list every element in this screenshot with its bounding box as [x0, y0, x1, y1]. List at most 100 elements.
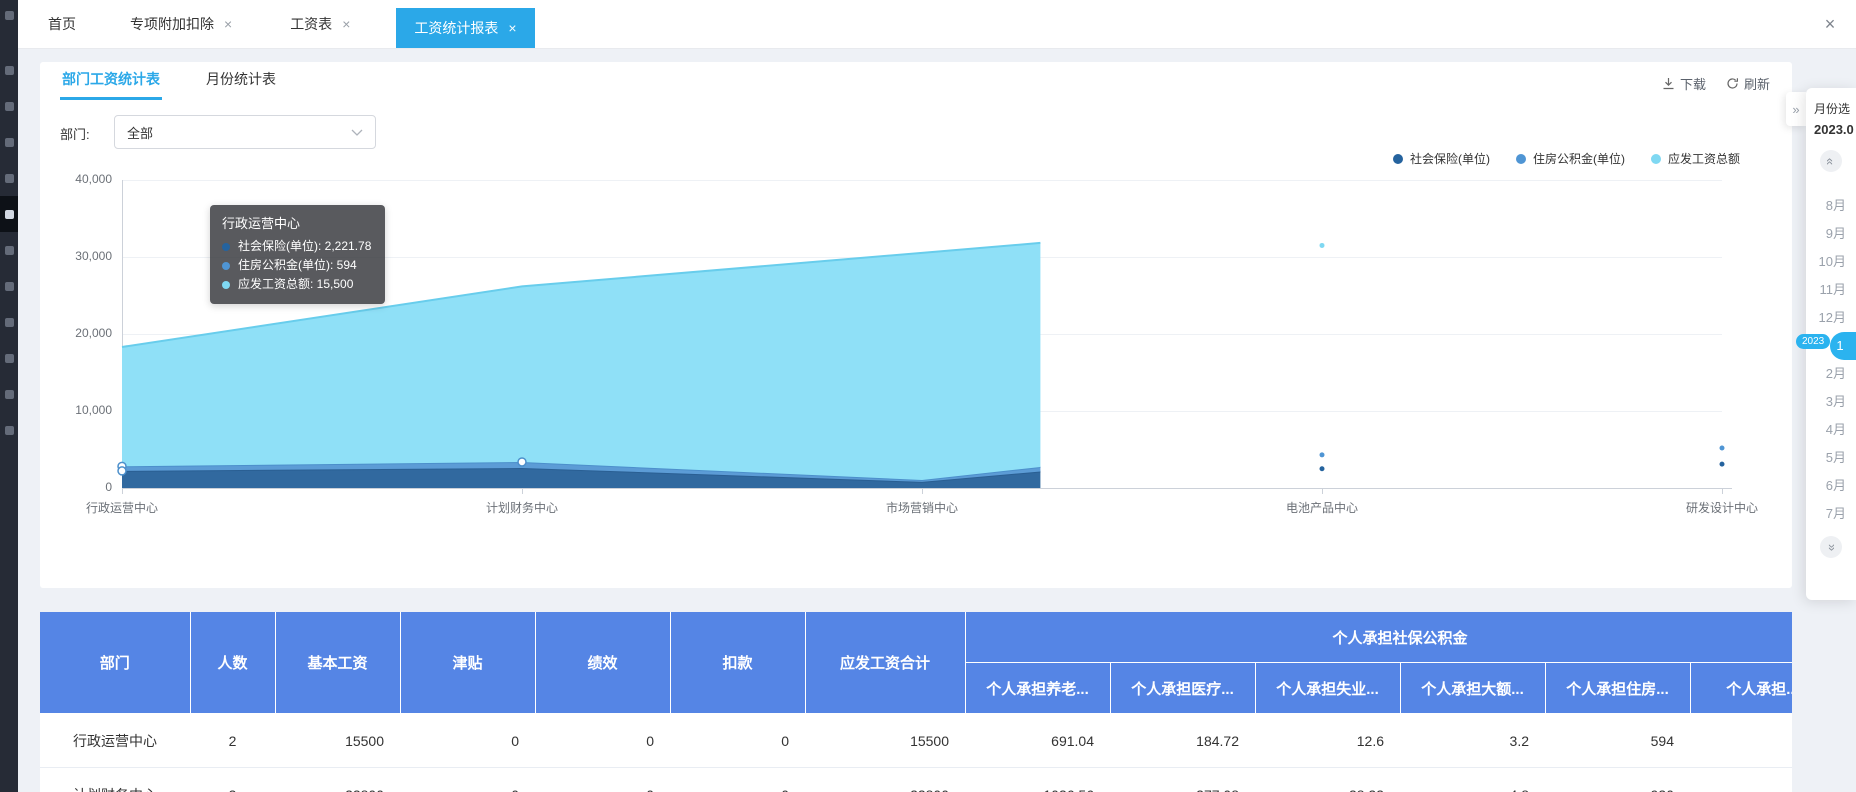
- subtab-department-stats[interactable]: 部门工资统计表: [60, 62, 162, 100]
- legend-item-gross-salary[interactable]: 应发工资总额: [1650, 150, 1740, 167]
- tab-close-icon[interactable]: ×: [508, 20, 517, 36]
- legend-label: 应发工资总额: [1667, 152, 1740, 166]
- close-all-tabs-icon[interactable]: ×: [1824, 13, 1836, 34]
- table-header-row: 部门 人数 基本工资 津贴 绩效 扣款 应发工资合计 个人承担社保公积金: [40, 612, 1792, 714]
- module-icon: [4, 65, 14, 75]
- tab-label: 专项附加扣除: [130, 16, 214, 32]
- y-axis-line: [122, 180, 123, 488]
- department-filter-label: 部门:: [60, 127, 90, 142]
- col-group-personal-contrib: 个人承担社保公积金: [965, 612, 1792, 663]
- tab-home[interactable]: 首页: [48, 16, 76, 32]
- y-axis-label: 40,000: [75, 172, 112, 186]
- month-item[interactable]: 7月: [1825, 506, 1846, 521]
- cell-pension: 691.04: [965, 713, 1110, 768]
- month-item[interactable]: 6月: [1825, 478, 1846, 493]
- month-panel-collapse-handle[interactable]: »: [1786, 92, 1806, 126]
- tab-close-icon[interactable]: ×: [342, 16, 351, 32]
- cell-housing: 594: [1545, 713, 1690, 768]
- nav-icon-3[interactable]: [0, 124, 18, 160]
- nav-icon-active[interactable]: [0, 196, 18, 232]
- tab-salary-sheet[interactable]: 工资表 ×: [274, 0, 366, 48]
- legend-label: 住房公积金(单位): [1532, 152, 1625, 166]
- subtab-month-stats[interactable]: 月份统计表: [206, 71, 276, 87]
- cell-headcount: 2: [190, 713, 275, 768]
- month-panel-year: 2023.0: [1814, 122, 1854, 137]
- refresh-label: 刷新: [1743, 77, 1770, 92]
- module-icon: [4, 173, 14, 183]
- tooltip-row: 社会保险(单位): 2,221.78: [222, 237, 371, 256]
- y-axis-label: 10,000: [75, 403, 112, 417]
- nav-icon-4[interactable]: [0, 160, 18, 196]
- nav-icon-10[interactable]: [0, 412, 18, 448]
- month-item[interactable]: 8月: [1825, 198, 1846, 213]
- tooltip-title: 行政运营中心: [222, 216, 301, 231]
- series-dot-icon: [222, 261, 230, 270]
- legend-label: 社会保险(单位): [1409, 152, 1490, 166]
- month-item[interactable]: 2月: [1825, 366, 1846, 381]
- legend-item-social-insurance[interactable]: 社会保险(单位): [1392, 150, 1490, 167]
- cell-gross-total: 15500: [805, 713, 965, 768]
- nav-icon-9[interactable]: [0, 376, 18, 412]
- x-axis-label: 研发设计中心: [1685, 501, 1758, 515]
- cell-more: [1690, 713, 1792, 768]
- salary-table-container[interactable]: 部门 人数 基本工资 津贴 绩效 扣款 应发工资合计 个人承担社保公积金 个人承…: [40, 612, 1792, 792]
- module-icon: [4, 389, 14, 399]
- home-icon: [4, 10, 14, 20]
- refresh-button[interactable]: 刷新: [1726, 74, 1770, 93]
- download-button[interactable]: 下载: [1662, 74, 1706, 93]
- module-icon: [4, 317, 14, 327]
- table-subheader-row: 个人承担养老... 个人承担医疗... 个人承担失业... 个人承担大额... …: [40, 662, 1792, 714]
- chart-card: 部门工资统计表 月份统计表 下载 刷新 部门: 全部 社会保险(单位) 住房公积…: [40, 62, 1792, 588]
- nav-icon-1[interactable]: [0, 52, 18, 88]
- x-axis-label: 市场营销中心: [885, 501, 958, 515]
- chevron-up-icon: «: [1823, 157, 1839, 165]
- nav-icon-5[interactable]: [0, 232, 18, 268]
- nav-icon-8[interactable]: [0, 340, 18, 376]
- module-icon: [4, 245, 14, 255]
- month-item[interactable]: 10月: [1818, 254, 1846, 269]
- nav-icon-7[interactable]: [0, 304, 18, 340]
- col-header-supplement: 个人承担大额...: [1400, 662, 1546, 714]
- month-item[interactable]: 3月: [1825, 394, 1846, 409]
- nav-icon-2[interactable]: [0, 88, 18, 124]
- month-item[interactable]: 11月: [1819, 282, 1847, 297]
- col-header-medical: 个人承担医疗...: [1110, 662, 1256, 714]
- x-axis-line: [122, 488, 1732, 489]
- cell-housing: 930: [1545, 767, 1690, 792]
- y-axis-label: 30,000: [75, 249, 112, 263]
- month-panel-title: 月份选: [1814, 102, 1851, 116]
- chart-canvas[interactable]: [40, 62, 1792, 588]
- x-axis-label: 电池产品中心: [1285, 501, 1358, 515]
- tab-label: 工资表: [290, 16, 333, 32]
- nav-icon-6[interactable]: [0, 268, 18, 304]
- tab-close-icon[interactable]: ×: [224, 16, 233, 32]
- scroll-up-button[interactable]: «: [1820, 150, 1842, 172]
- module-icon: [4, 281, 14, 291]
- x-axis-tick: [922, 489, 923, 494]
- chevron-down-icon: «: [1823, 543, 1839, 551]
- x-axis-tick: [1322, 489, 1323, 494]
- month-panel: 月份选 2023.0 « 8月 9月 10月 11月 12月 1月 2月 3月 …: [1796, 88, 1856, 600]
- tab-salary-report[interactable]: 工资统计报表 ×: [396, 8, 535, 48]
- col-header-gross-total: 应发工资合计: [805, 612, 966, 714]
- month-item[interactable]: 9月: [1825, 226, 1846, 241]
- module-icon: [4, 101, 14, 111]
- month-item[interactable]: 1月: [1830, 332, 1856, 381]
- department-select[interactable]: 全部: [114, 115, 376, 149]
- month-item[interactable]: 4月: [1825, 422, 1846, 437]
- module-icon: [4, 425, 14, 435]
- month-item[interactable]: 12月: [1818, 310, 1846, 325]
- collapse-icon: »: [1792, 101, 1800, 117]
- cell-department: 计划财务中心: [40, 767, 190, 792]
- col-header-performance: 绩效: [535, 612, 671, 714]
- nav-icon-home[interactable]: [0, 0, 18, 30]
- cell-base-salary: 15500: [275, 713, 400, 768]
- tab-bar: 首页 专项附加扣除 × 工资表 × 工资统计报表 × ×: [18, 0, 1856, 49]
- scroll-down-button[interactable]: «: [1820, 536, 1842, 558]
- month-item[interactable]: 5月: [1825, 450, 1846, 465]
- legend-item-housing-fund[interactable]: 住房公积金(单位): [1515, 150, 1625, 167]
- module-icon: [4, 353, 14, 363]
- tab-special-deduction[interactable]: 专项附加扣除 ×: [114, 0, 248, 48]
- legend-dot: [1650, 153, 1661, 164]
- cell-allowance: 0: [400, 767, 535, 792]
